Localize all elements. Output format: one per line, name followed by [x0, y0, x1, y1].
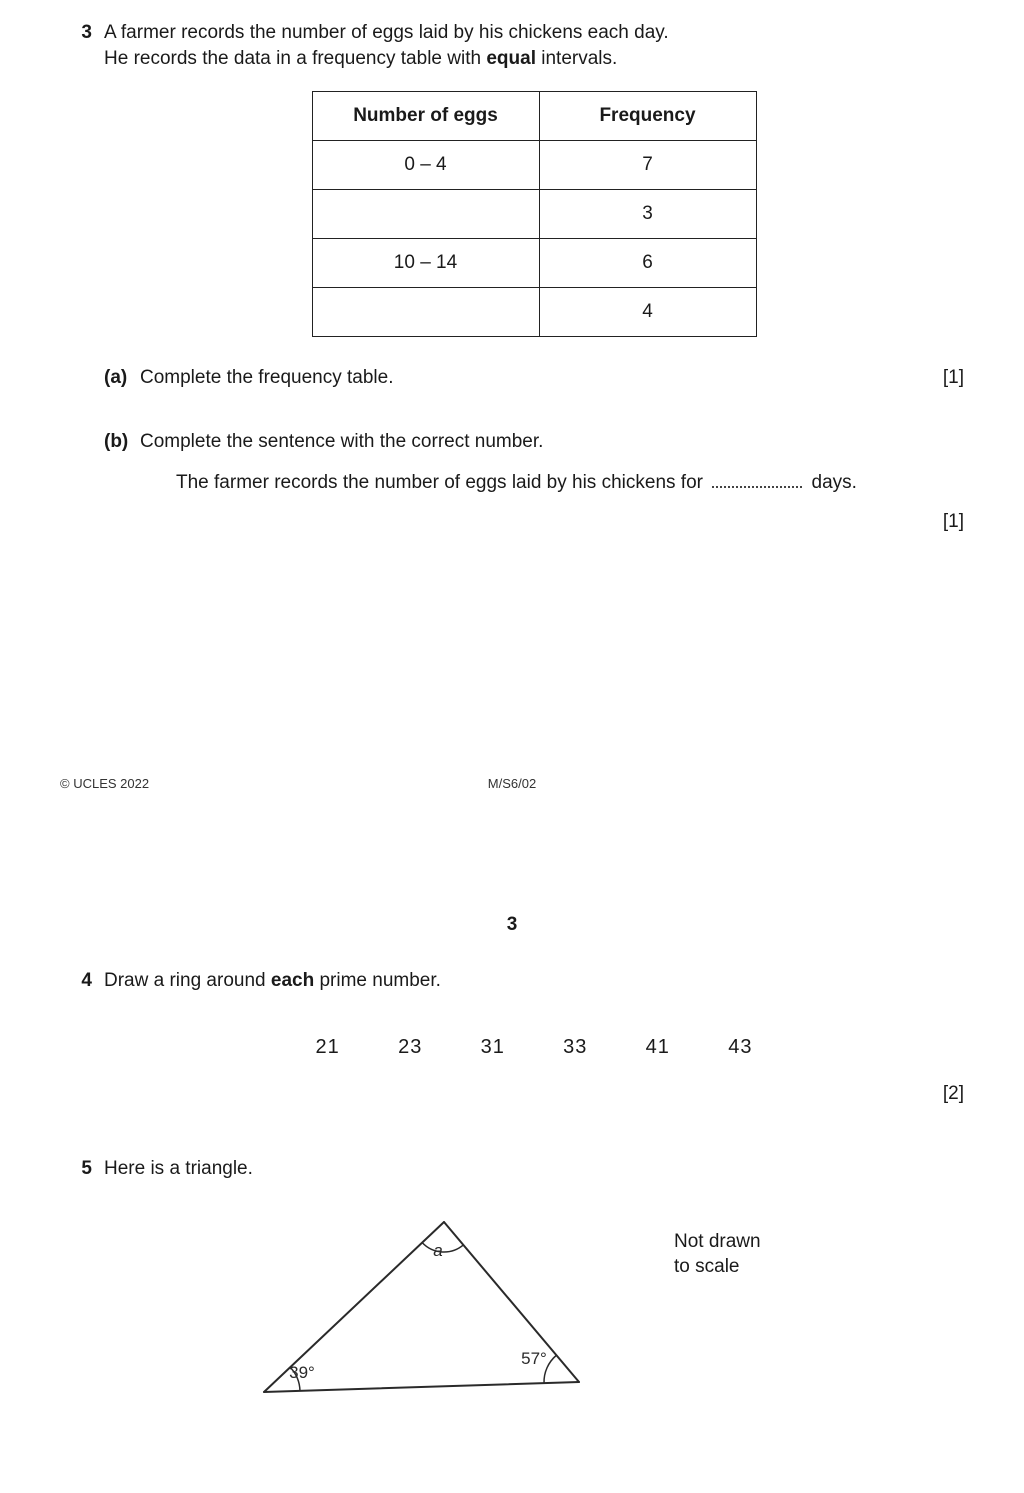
q3-intro-line2-bold: equal — [486, 48, 536, 69]
q3b-sentence-row: The farmer records the number of eggs la… — [140, 469, 964, 496]
svg-text:a: a — [433, 1241, 442, 1260]
table-row: 3 — [312, 190, 756, 239]
cell-freq: 4 — [539, 288, 756, 337]
table-row: 0 – 4 7 — [312, 141, 756, 190]
triangle-diagram: 39° 57° a — [244, 1212, 624, 1412]
part-label: (a) — [104, 365, 140, 391]
prime-option[interactable]: 21 — [316, 1034, 340, 1061]
page-footer: © UCLES 2022 M/S6/02 — [60, 775, 964, 793]
q3-part-b: (b) Complete the sentence with the corre… — [104, 429, 964, 535]
q3-intro-line2: He records the data in a frequency table… — [104, 46, 964, 72]
table-row: 10 – 14 6 — [312, 239, 756, 288]
q3-intro-line2-post: intervals. — [536, 48, 617, 69]
prime-option[interactable]: 41 — [646, 1034, 670, 1061]
cell-freq: 3 — [539, 190, 756, 239]
question-4: 4 Draw a ring around each prime number. … — [60, 968, 964, 1106]
q5-text: Here is a triangle. — [104, 1156, 964, 1182]
svg-text:57°: 57° — [521, 1349, 547, 1368]
triangle-diagram-wrap: Not drawnto scale 39° 57° a — [244, 1212, 864, 1412]
prime-option[interactable]: 43 — [728, 1034, 752, 1061]
prime-option[interactable]: 31 — [481, 1034, 505, 1061]
cell-freq: 6 — [539, 239, 756, 288]
q3-intro-line2-pre: He records the data in a frequency table… — [104, 48, 486, 69]
cell-eggs-blank[interactable] — [312, 190, 539, 239]
question-3: 3 A farmer records the number of eggs la… — [60, 20, 964, 535]
q4-text-pre: Draw a ring around — [104, 970, 271, 991]
cell-eggs: 0 – 4 — [312, 141, 539, 190]
footer-left: © UCLES 2022 — [60, 775, 149, 793]
part-body: Complete the frequency table. [1] — [140, 365, 964, 391]
q3b-text: Complete the sentence with the correct n… — [140, 429, 964, 455]
question-5: 5 Here is a triangle. Not drawnto scale … — [60, 1156, 964, 1412]
table-header-row: Number of eggs Frequency — [312, 92, 756, 141]
footer-center: M/S6/02 — [488, 775, 536, 793]
q3b-sentence-pre: The farmer records the number of eggs la… — [176, 472, 708, 493]
prime-options-row: 21 23 31 33 41 43 — [104, 1034, 964, 1061]
cell-freq: 7 — [539, 141, 756, 190]
prime-option[interactable]: 33 — [563, 1034, 587, 1061]
q3-intro-line1: A farmer records the number of eggs laid… — [104, 20, 964, 46]
svg-text:39°: 39° — [289, 1363, 315, 1382]
question-number: 4 — [60, 968, 104, 994]
cell-eggs-blank[interactable] — [312, 288, 539, 337]
frequency-table: Number of eggs Frequency 0 – 4 7 3 10 – … — [312, 91, 757, 337]
cell-eggs: 10 – 14 — [312, 239, 539, 288]
marks: [1] — [943, 365, 964, 391]
question-body: Here is a triangle. Not drawnto scale 39… — [104, 1156, 964, 1412]
col-header-freq: Frequency — [539, 92, 756, 141]
question-number: 5 — [60, 1156, 104, 1182]
question-number: 3 — [60, 20, 104, 46]
marks: [2] — [943, 1081, 964, 1107]
question-body: A farmer records the number of eggs laid… — [104, 20, 964, 535]
q4-text-bold: each — [271, 970, 314, 991]
part-label-text: (a) — [104, 367, 127, 388]
page-number: 3 — [60, 912, 964, 938]
q3b-sentence-post: days. — [806, 472, 857, 493]
marks: [1] — [943, 509, 964, 535]
answer-blank[interactable] — [712, 469, 802, 488]
col-header-eggs: Number of eggs — [312, 92, 539, 141]
table-row: 4 — [312, 288, 756, 337]
q3a-text: Complete the frequency table. — [140, 367, 394, 388]
question-body: Draw a ring around each prime number. 21… — [104, 968, 964, 1106]
part-label: (b) — [104, 429, 140, 535]
q3-part-a: (a) Complete the frequency table. [1] — [104, 365, 964, 391]
q4-text: Draw a ring around each prime number. — [104, 968, 964, 994]
part-body: Complete the sentence with the correct n… — [140, 429, 964, 535]
part-label-text: (b) — [104, 431, 128, 452]
prime-option[interactable]: 23 — [398, 1034, 422, 1061]
not-drawn-to-scale-label: Not drawnto scale — [674, 1230, 761, 1279]
q4-text-post: prime number. — [314, 970, 441, 991]
